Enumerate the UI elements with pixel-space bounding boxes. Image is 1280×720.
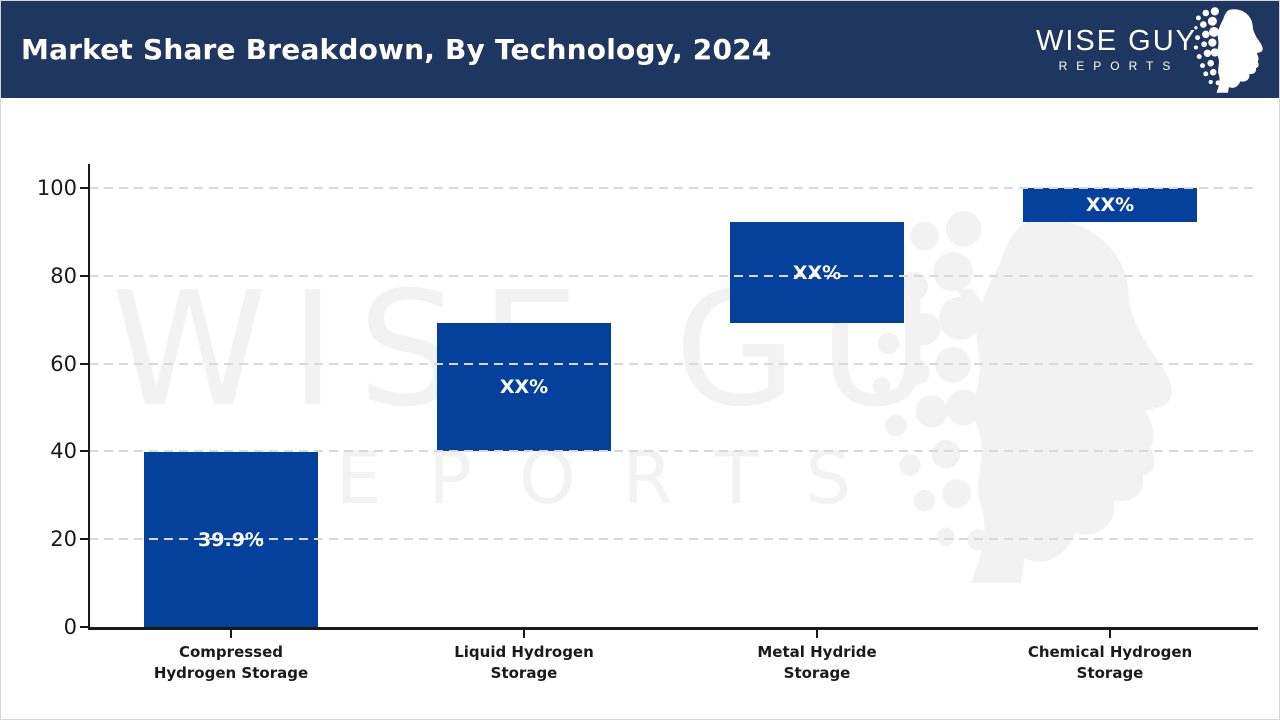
y-axis-label: 80 xyxy=(50,264,77,288)
y-tick-mark xyxy=(80,450,88,452)
gridline xyxy=(89,538,1257,540)
bar-value-label: XX% xyxy=(499,376,549,398)
bar-value-label: 39.9% xyxy=(198,529,264,551)
x-tick-mark xyxy=(230,630,232,638)
brand-name: WISE GUY xyxy=(1035,25,1197,57)
x-tick-mark xyxy=(523,630,525,638)
y-axis-label: 0 xyxy=(63,615,77,639)
brand-logo: WISE GUY REPORTS xyxy=(1036,6,1265,93)
y-axis-label: 20 xyxy=(50,527,77,551)
x-axis-label: Chemical Hydrogen Storage xyxy=(1027,643,1193,682)
bar xyxy=(437,323,611,451)
header-bar: Market Share Breakdown, By Technology, 2… xyxy=(1,1,1279,98)
gridline xyxy=(89,275,1257,277)
x-tick-mark xyxy=(816,630,818,638)
bar-value-label: XX% xyxy=(1085,194,1135,216)
gridline xyxy=(89,363,1257,365)
gridline xyxy=(89,450,1257,452)
y-axis-label: 40 xyxy=(50,439,77,463)
y-tick-mark xyxy=(80,187,88,189)
y-axis-label: 100 xyxy=(36,176,77,200)
y-axis-line xyxy=(88,164,90,630)
page-title: Market Share Breakdown, By Technology, 2… xyxy=(21,33,772,66)
x-axis-label: Liquid Hydrogen Storage xyxy=(454,643,594,682)
y-tick-mark xyxy=(80,626,88,628)
x-axis-label: Metal Hydride Storage xyxy=(757,643,877,682)
y-tick-mark xyxy=(80,363,88,365)
y-axis-label: 60 xyxy=(50,352,77,376)
y-tick-mark xyxy=(80,538,88,540)
bar-value-label: XX% xyxy=(792,262,842,284)
gridline xyxy=(89,187,1257,189)
bar xyxy=(1023,188,1197,222)
brand-text: WISE GUY REPORTS xyxy=(1036,26,1197,73)
wise-guy-head-icon xyxy=(1191,6,1265,93)
x-tick-mark xyxy=(1109,630,1111,638)
y-tick-mark xyxy=(80,275,88,277)
x-axis-label: Compressed Hydrogen Storage xyxy=(153,643,309,682)
x-axis-line xyxy=(88,627,1258,630)
brand-tagline: REPORTS xyxy=(1058,59,1180,73)
